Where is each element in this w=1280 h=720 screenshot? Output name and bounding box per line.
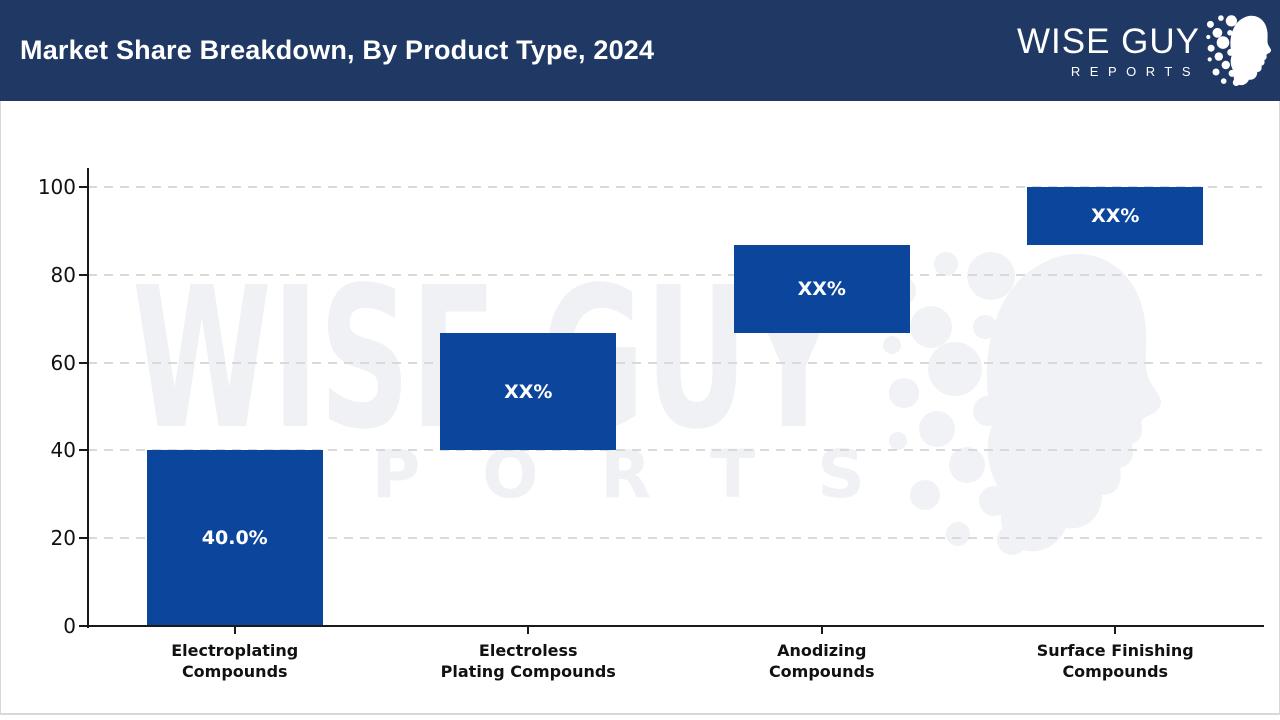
bar-value-label: XX%: [504, 380, 553, 403]
category-label-line: Anodizing: [777, 641, 867, 660]
bar-electroplating: 40.0%: [146, 450, 323, 626]
y-tick-80: [79, 273, 87, 276]
y-tick-label-40: 40: [50, 438, 76, 463]
category-label-line: Electroless: [478, 641, 578, 660]
logo-wordmark: WISE GUY: [1016, 22, 1200, 61]
category-label-electroplating: Electroplating Compounds: [95, 640, 375, 682]
category-label-line: Surface Finishing: [1036, 641, 1194, 660]
category-label-line: Compounds: [768, 662, 875, 681]
x-tick-2: [820, 627, 823, 634]
category-label-line: Compounds: [181, 662, 288, 681]
category-label-anodizing: Anodizing Compounds: [682, 640, 962, 682]
x-tick-1: [527, 627, 530, 634]
category-label-electroless: Electroless Plating Compounds: [388, 640, 668, 682]
y-axis-line: [87, 168, 89, 628]
logo-text: WISE GUY REPORTS: [1016, 22, 1200, 80]
bar-value-label: XX%: [797, 278, 846, 301]
wiseguy-head-icon: [1206, 15, 1272, 86]
category-label-surface-finishing: Surface Finishing Compounds: [975, 640, 1255, 682]
y-tick-label-0: 0: [63, 614, 76, 638]
chart-title: Market Share Breakdown, By Product Type,…: [20, 35, 655, 65]
y-tick-40: [79, 449, 87, 452]
logo-subtext: REPORTS: [1070, 64, 1200, 79]
x-tick-0: [233, 627, 236, 634]
gridline-80: [88, 273, 1262, 276]
y-tick-label-60: 60: [50, 350, 76, 375]
category-label-line: Plating Compounds: [440, 662, 616, 681]
x-tick-3: [1114, 627, 1117, 634]
y-tick-60: [79, 361, 87, 364]
header-bar: Market Share Breakdown, By Product Type,…: [0, 0, 1280, 101]
category-label-line: Electroplating: [171, 641, 299, 660]
bar-electroless: XX%: [440, 333, 617, 451]
chart-canvas: WISE GUY REPORTS 0 20 40 60 80 100 40.0% Electr…: [0, 101, 1280, 720]
y-tick-0: [79, 625, 87, 627]
y-tick-label-20: 20: [50, 526, 76, 551]
bar-value-label: 40.0%: [201, 527, 268, 550]
category-label-line: Compounds: [1062, 662, 1169, 681]
y-tick-100: [79, 186, 87, 188]
bar-value-label: XX%: [1091, 205, 1140, 228]
gridline-60: [88, 361, 1262, 364]
bar-anodizing: XX%: [733, 245, 910, 334]
y-tick-label-100: 100: [37, 175, 76, 199]
y-tick-label-80: 80: [50, 262, 76, 287]
gridline-20: [88, 537, 1262, 540]
gridline-40: [88, 449, 1262, 452]
plot-area: 0 20 40 60 80 100 40.0% Electroplating Compounds…: [0, 101, 1280, 720]
bar-surface-finishing: XX%: [1027, 187, 1204, 246]
wiseguy-logo: WISE GUY REPORTS: [1017, 4, 1272, 98]
gridline-100: [88, 186, 1262, 188]
x-axis-line: [87, 625, 1264, 627]
y-tick-20: [79, 537, 87, 540]
